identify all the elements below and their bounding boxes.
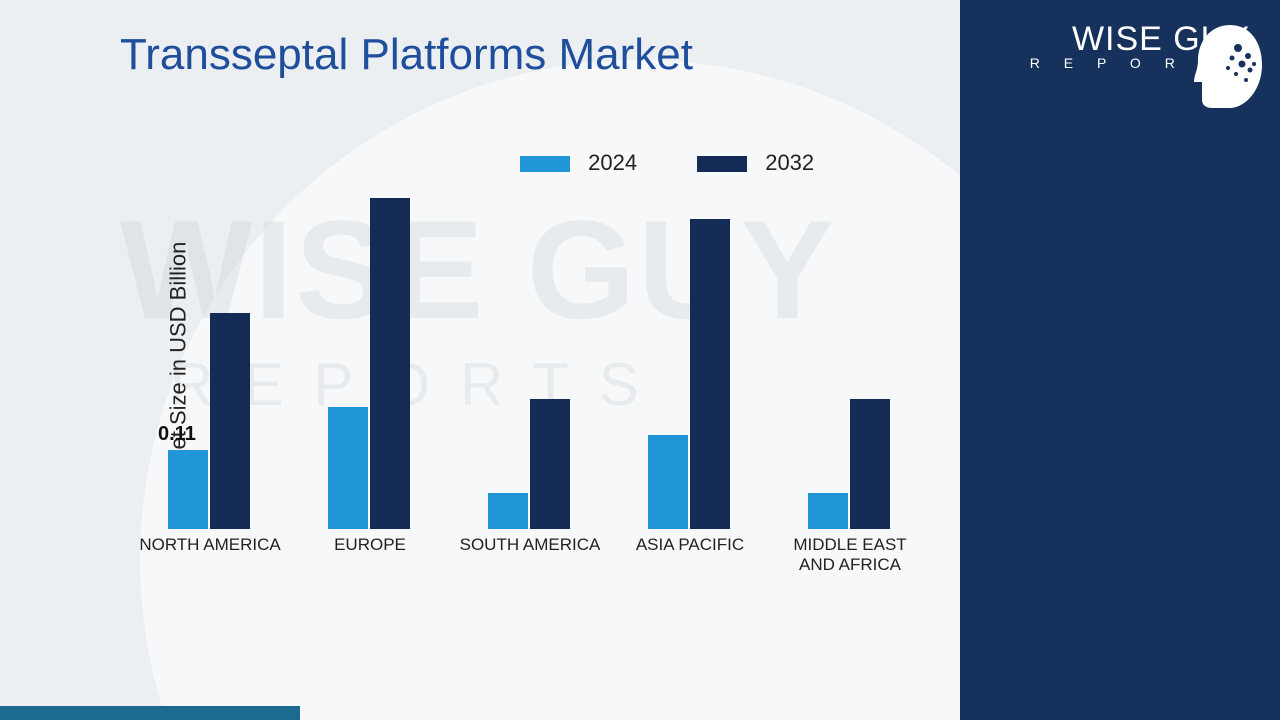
bar-2032 [690, 219, 730, 529]
bar-2024 [808, 493, 848, 529]
x-axis-label: EUROPE [295, 529, 445, 555]
bar-2024 [168, 450, 208, 529]
x-axis-label: ASIA PACIFIC [615, 529, 765, 555]
bar-2032 [850, 399, 890, 529]
bar-2024 [488, 493, 528, 529]
bar-2032 [370, 198, 410, 529]
bar-chart: Market Size in USD Billion NORTH AMERICA… [90, 150, 940, 590]
plot-area: NORTH AMERICA0.11EUROPESOUTH AMERICAASIA… [150, 170, 940, 530]
value-label: 0.11 [158, 423, 196, 446]
bar-2024 [648, 435, 688, 529]
bottom-accent-bar [0, 706, 300, 720]
x-axis-label: NORTH AMERICA [135, 529, 285, 555]
stage: WISE GUY REPORTS Transseptal Platforms M… [0, 0, 1280, 720]
page-title: Transseptal Platforms Market [120, 30, 693, 80]
x-axis-label: SOUTH AMERICA [455, 529, 605, 555]
x-axis-label: MIDDLE EAST AND AFRICA [775, 529, 925, 574]
head-icon [1190, 20, 1270, 110]
bar-2032 [210, 313, 250, 529]
bar-2024 [328, 407, 368, 529]
bar-2032 [530, 399, 570, 529]
